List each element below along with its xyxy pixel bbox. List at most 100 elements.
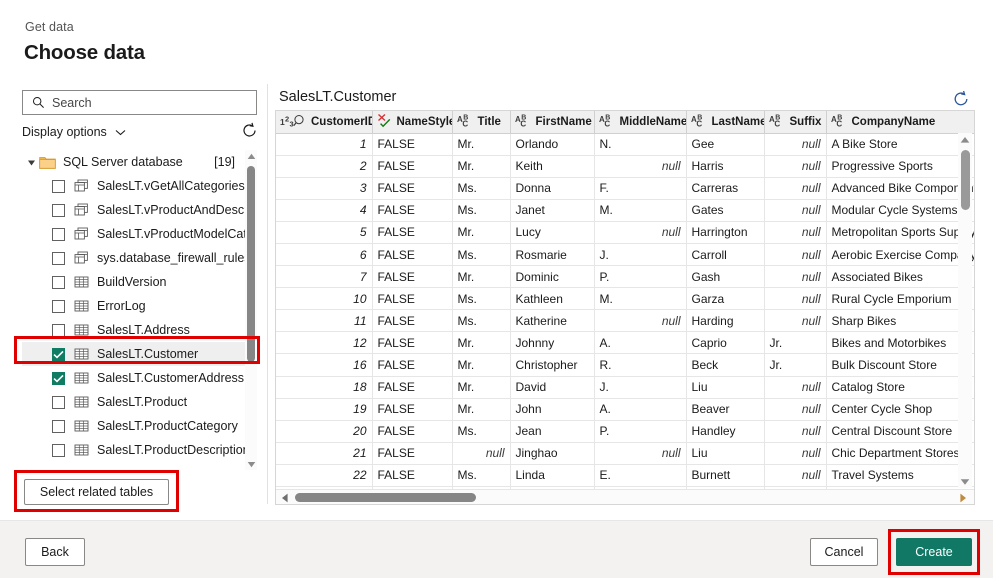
- table-row[interactable]: 5 FALSE Mr. Lucy null Harrington null Metropoli…: [276, 221, 974, 244]
- tree-item[interactable]: SalesLT.CustomerAddress: [22, 366, 257, 390]
- table-cell: P.: [594, 265, 687, 289]
- table-cell: Ms.: [452, 464, 511, 488]
- tree-item-label: SalesLT.vProductModelCat...: [97, 227, 257, 241]
- checkbox-unchecked[interactable]: [52, 275, 65, 289]
- tree-item[interactable]: SalesLT.ProductCategory: [22, 414, 257, 438]
- table-cell: null: [764, 199, 827, 222]
- table-row[interactable]: 10 FALSE Ms. Kathleen M. Garza null Rural Cycle…: [276, 287, 974, 311]
- table-cell: M.: [594, 199, 687, 222]
- table-cell: 6: [276, 243, 373, 267]
- table-row[interactable]: 7 FALSE Mr. Dominic P. Gash null Associated Bik…: [276, 265, 974, 289]
- grid-horizontal-scrollbar-thumb[interactable]: [295, 493, 476, 502]
- svg-text:A: A: [831, 115, 837, 124]
- column-header[interactable]: A B C MiddleName: [594, 111, 687, 134]
- table-row[interactable]: 3 FALSE Ms. Donna F. Carreras null Advanced Bik…: [276, 177, 974, 200]
- grid-vertical-scrollbar[interactable]: [958, 133, 972, 488]
- tree-item[interactable]: SalesLT.vProductAndDescr...: [22, 198, 257, 222]
- column-header[interactable]: A B C LastName: [686, 111, 765, 134]
- table-cell: P.: [594, 420, 687, 443]
- table-row[interactable]: 16 FALSE Mr. Christopher R. Beck Jr. Bulk Disco…: [276, 353, 974, 377]
- tree-item[interactable]: SalesLT.Customer: [22, 342, 257, 366]
- column-header[interactable]: NameStyle: [372, 111, 453, 134]
- table-row[interactable]: 22 FALSE Ms. Linda E. Burnett null Travel Syste…: [276, 464, 974, 488]
- table-cell: Gash: [686, 265, 765, 289]
- triangle-up-icon[interactable]: [958, 133, 972, 146]
- checkbox-unchecked[interactable]: [52, 443, 65, 457]
- table-row[interactable]: 4 FALSE Ms. Janet M. Gates null Modular Cycle S…: [276, 199, 974, 222]
- checkbox-checked[interactable]: [52, 347, 65, 361]
- triangle-down-icon[interactable]: [25, 158, 37, 167]
- triangle-up-icon[interactable]: [245, 150, 257, 162]
- cancel-button[interactable]: Cancel: [810, 538, 878, 566]
- table-cell: Jean: [510, 420, 595, 443]
- table-cell: 20: [276, 420, 373, 443]
- table-row[interactable]: 19 FALSE Mr. John A. Beaver null Center Cycle S…: [276, 398, 974, 421]
- checkbox-unchecked[interactable]: [52, 323, 65, 337]
- data-preview-grid[interactable]: 1 2 3 CustomerID NameStyle A B C Title A B C FirstNa…: [275, 110, 975, 505]
- tree-item[interactable]: sys.database_firewall_rules: [22, 246, 257, 270]
- display-options-label[interactable]: Display options: [22, 125, 107, 139]
- tree-item[interactable]: SalesLT.vProductModelCat...: [22, 222, 257, 246]
- table-row[interactable]: 21 FALSE null Jinghao null Liu null Chic Depart…: [276, 442, 974, 465]
- table-cell: Rosmarie: [510, 243, 595, 267]
- search-input[interactable]: Search: [22, 90, 257, 115]
- triangle-down-icon[interactable]: [245, 458, 257, 470]
- tree-item[interactable]: SalesLT.vGetAllCategories: [22, 174, 257, 198]
- table-cell: Kathleen: [510, 287, 595, 311]
- tree-item[interactable]: SalesLT.ProductDescription: [22, 438, 257, 462]
- table-cell: 11: [276, 309, 373, 333]
- table-row[interactable]: 11 FALSE Ms. Katherine null Harding null Sharp …: [276, 309, 974, 333]
- search-icon: [32, 96, 45, 109]
- table-cell: FALSE: [372, 398, 453, 421]
- table-cell: Ms.: [452, 309, 511, 333]
- column-header-label: LastName: [711, 115, 764, 128]
- database-tree[interactable]: SQL Server database [19] SalesLT.vGetAll…: [22, 150, 257, 470]
- column-header[interactable]: A B C FirstName: [510, 111, 595, 134]
- table-cell: Central Discount Store: [826, 420, 974, 443]
- checkbox-unchecked[interactable]: [52, 203, 65, 217]
- table-row[interactable]: 2 FALSE Mr. Keith null Harris null Progressive …: [276, 155, 974, 178]
- table-row[interactable]: 12 FALSE Mr. Johnny A. Caprio Jr. Bikes and Mot…: [276, 331, 974, 355]
- checkbox-unchecked[interactable]: [52, 251, 65, 265]
- grid-vertical-scrollbar-thumb[interactable]: [961, 150, 970, 210]
- table-icon: [74, 395, 89, 409]
- column-header-label: CustomerID: [311, 115, 372, 128]
- view-icon: [74, 203, 89, 217]
- table-cell: N.: [594, 133, 687, 156]
- table-cell: 10: [276, 287, 373, 311]
- column-header[interactable]: A B C CompanyName: [826, 111, 974, 134]
- grid-horizontal-scrollbar[interactable]: [276, 489, 974, 504]
- table-row[interactable]: 20 FALSE Ms. Jean P. Handley null Central Disco…: [276, 420, 974, 443]
- back-button[interactable]: Back: [25, 538, 85, 566]
- column-header[interactable]: A B C Suffix: [764, 111, 827, 134]
- checkbox-unchecked[interactable]: [52, 299, 65, 313]
- table-row[interactable]: 6 FALSE Ms. Rosmarie J. Carroll null Aerobic Ex…: [276, 243, 974, 267]
- table-cell: 19: [276, 398, 373, 421]
- triangle-down-icon[interactable]: [958, 475, 972, 488]
- checkbox-unchecked[interactable]: [52, 419, 65, 433]
- column-header[interactable]: A B C Title: [452, 111, 511, 134]
- checkbox-checked[interactable]: [52, 371, 65, 385]
- triangle-right-icon[interactable]: [956, 490, 970, 505]
- checkbox-unchecked[interactable]: [52, 179, 65, 193]
- tree-item[interactable]: BuildVersion: [22, 270, 257, 294]
- refresh-icon[interactable]: [950, 88, 972, 110]
- checkbox-unchecked[interactable]: [52, 227, 65, 241]
- column-header-label: FirstName: [535, 115, 592, 128]
- tree-root-sql-server-database[interactable]: SQL Server database [19]: [22, 150, 257, 174]
- refresh-icon[interactable]: [241, 122, 258, 144]
- column-header[interactable]: 1 2 3 CustomerID: [276, 111, 373, 134]
- triangle-left-icon[interactable]: [278, 490, 292, 505]
- select-related-tables-button[interactable]: Select related tables: [24, 479, 169, 505]
- tree-item[interactable]: SalesLT.Product: [22, 390, 257, 414]
- tree-item[interactable]: ErrorLog: [22, 294, 257, 318]
- table-row[interactable]: 18 FALSE Mr. David J. Liu null Catalog Store: [276, 376, 974, 399]
- chevron-down-icon[interactable]: [115, 129, 126, 136]
- create-button[interactable]: Create: [896, 538, 972, 566]
- table-row[interactable]: 1 FALSE Mr. Orlando N. Gee null A Bike Store: [276, 133, 974, 156]
- tree-scrollbar[interactable]: [245, 150, 257, 470]
- tree-scrollbar-thumb[interactable]: [247, 166, 255, 362]
- checkbox-unchecked[interactable]: [52, 395, 65, 409]
- tree-item[interactable]: SalesLT.Address: [22, 318, 257, 342]
